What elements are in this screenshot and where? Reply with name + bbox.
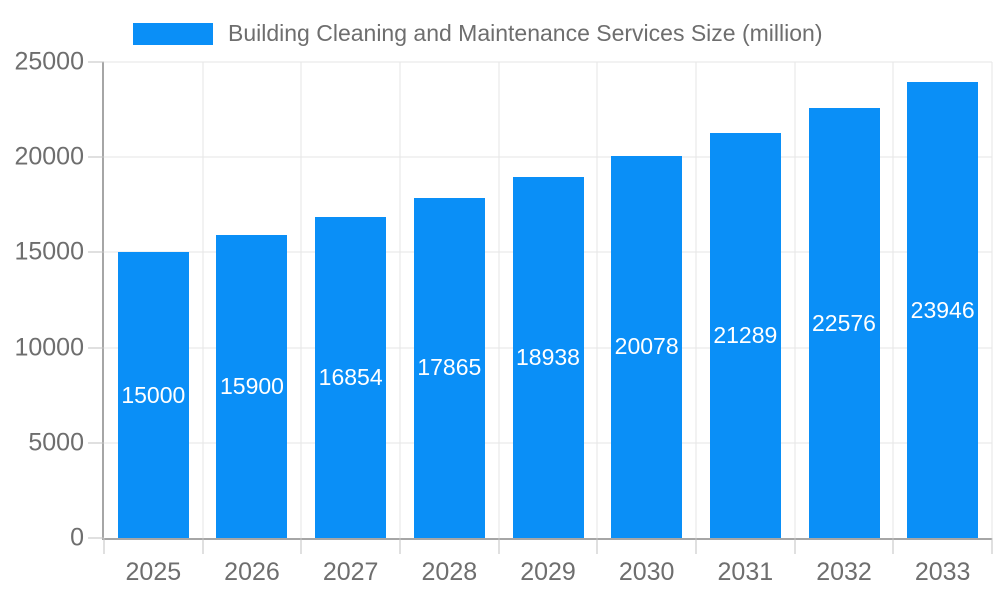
bar-value-label: 21289 — [713, 321, 778, 348]
v-gridline — [991, 62, 993, 538]
bar-value-label: 20078 — [614, 333, 679, 360]
x-tick-label: 2025 — [125, 558, 182, 586]
y-tick-label: 10000 — [14, 333, 84, 362]
x-tick-mark — [498, 538, 500, 554]
plot-area: 0 5000 10000 15000 20000 25000 15000 2025 15900 2… — [14, 49, 993, 585]
x-tick-label: 2029 — [520, 558, 576, 586]
x-tick-mark — [892, 538, 894, 554]
legend-swatch — [133, 22, 213, 45]
y-tick-mark — [88, 61, 104, 63]
bar-value-label: 15900 — [220, 373, 284, 400]
bar: 15900 — [216, 235, 288, 538]
x-tick-label: 2033 — [914, 558, 971, 586]
bar-value-label: 15000 — [121, 381, 186, 408]
bar: 15000 — [117, 252, 189, 538]
y-tick-label: 5000 — [28, 428, 84, 457]
v-gridline — [300, 62, 302, 538]
x-tick-label: 2028 — [421, 558, 478, 586]
x-tick-label: 2027 — [322, 558, 379, 586]
bar-value-label: 18938 — [516, 344, 580, 371]
bar: 21289 — [709, 132, 781, 538]
bar: 16854 — [315, 217, 387, 538]
v-gridline — [596, 62, 598, 538]
v-gridline — [498, 62, 500, 538]
v-gridline — [695, 62, 697, 538]
v-gridline — [202, 62, 204, 538]
v-gridline — [399, 62, 401, 538]
y-tick-label: 20000 — [14, 142, 84, 171]
y-tick-mark — [88, 251, 104, 253]
v-gridline — [892, 62, 894, 538]
h-gridline — [104, 156, 992, 158]
bar: 23946 — [907, 82, 979, 538]
x-tick-label: 2026 — [224, 558, 280, 586]
bar: 20078 — [611, 155, 683, 538]
y-tick-label: 0 — [70, 523, 84, 552]
bar: 22576 — [808, 108, 880, 538]
bar-value-label: 23946 — [910, 296, 975, 323]
legend: Building Cleaning and Maintenance Servic… — [133, 20, 822, 47]
h-gridline — [104, 61, 992, 63]
bar: 17865 — [413, 197, 485, 538]
y-tick-mark — [88, 156, 104, 158]
y-tick-mark — [88, 442, 104, 444]
legend-label: Building Cleaning and Maintenance Servic… — [228, 20, 823, 46]
x-tick-label: 2032 — [816, 558, 872, 586]
y-tick-mark — [88, 537, 104, 539]
bar-value-label: 17865 — [417, 354, 482, 381]
x-tick-label: 2031 — [717, 558, 774, 586]
bar-value-label: 22576 — [812, 309, 876, 336]
bar-value-label: 16854 — [318, 364, 383, 391]
y-tick-label: 15000 — [14, 237, 84, 266]
x-tick-label: 2030 — [618, 558, 675, 586]
x-tick-mark — [202, 538, 204, 554]
x-tick-mark — [794, 538, 796, 554]
x-tick-mark — [103, 538, 105, 554]
x-tick-mark — [300, 538, 302, 554]
x-tick-mark — [596, 538, 598, 554]
x-tick-mark — [991, 538, 993, 554]
y-tick-label: 25000 — [14, 47, 84, 76]
y-tick-mark — [88, 347, 104, 349]
x-tick-mark — [399, 538, 401, 554]
bar: 18938 — [512, 177, 584, 538]
x-tick-mark — [695, 538, 697, 554]
v-gridline — [794, 62, 796, 538]
